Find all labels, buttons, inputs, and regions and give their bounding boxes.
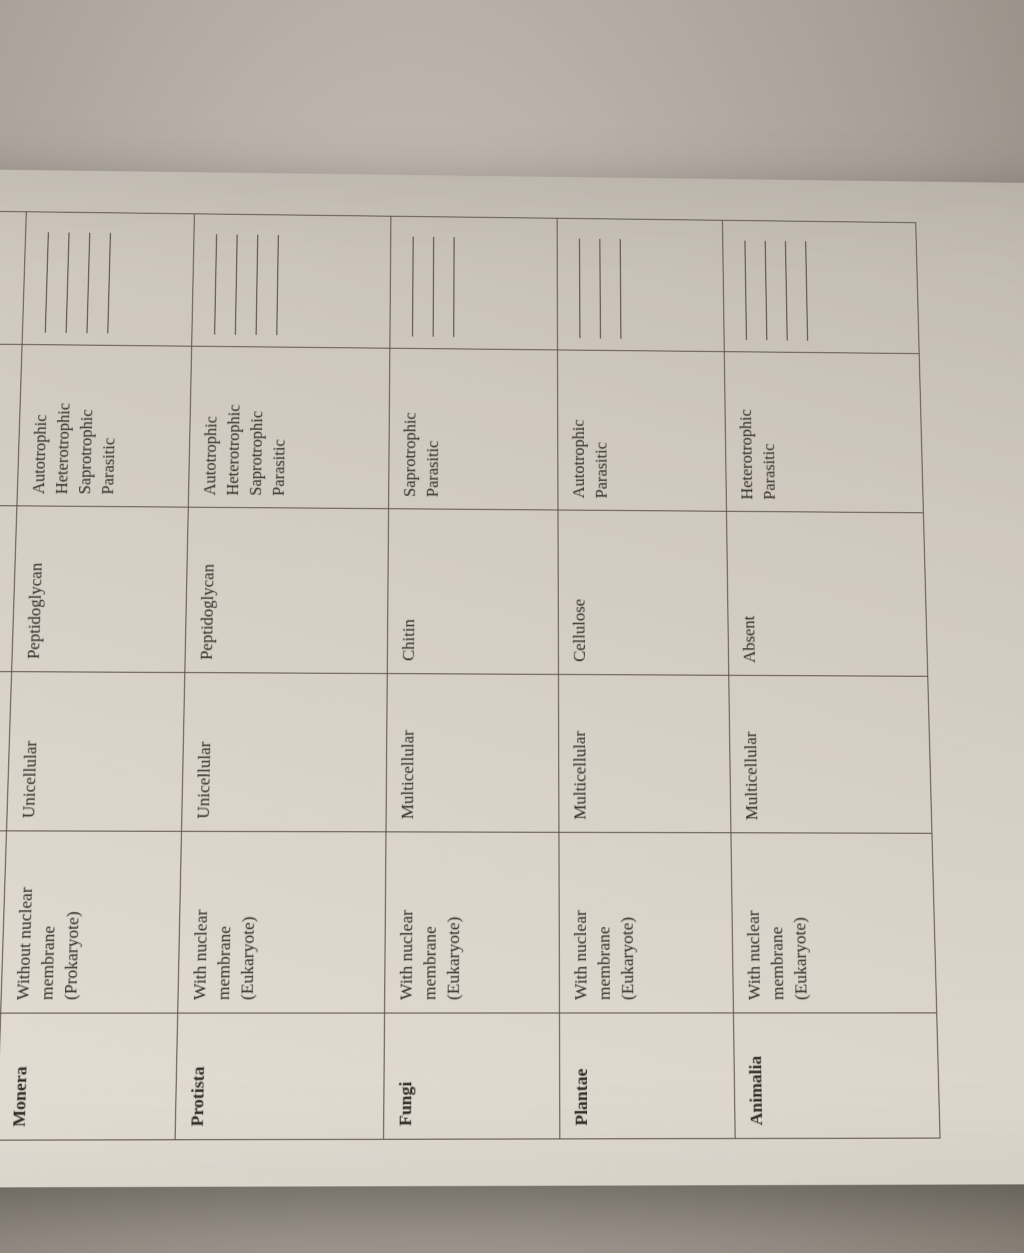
page: classify the living beings. Character Ph… [0,168,1024,1187]
table-row: Fungi With nuclear membrane (Eukaryote) … [383,216,559,1139]
blank-line [421,236,434,336]
cell-cell: Unicellular [6,671,184,831]
blank-line [244,234,258,334]
cell-examples [557,218,724,351]
cell-cell: Multicellular [558,674,730,833]
cell-cellwall: Absent [726,511,927,676]
table-row: Monera Without nuclear membrane (Prokary… [0,211,194,1139]
cell-cell: Unicellular [181,672,387,832]
classification-table: Character Phylum Nucleus Cell Cell wall … [0,210,940,1140]
cell-cellwall: Peptidoglycan [11,506,188,672]
blank-line [567,238,580,337]
blank-line [733,240,747,339]
cell-nutrition: Autotrophic Heterotrophic Saprotrophic P… [188,345,390,508]
cell-nucleus: With nuclear membrane (Eukaryote) [384,831,559,1012]
cell-nutrition: Saprotrophic Parasitic [388,347,557,509]
cell-cellwall: Cellulose [558,510,729,675]
blank-line [608,239,621,338]
cell-nucleus: Without nuclear membrane (Prokaryote) [1,830,182,1012]
cell-examples [390,216,558,349]
cell-nucleus: With nuclear membrane (Eukaryote) [731,832,937,1012]
cell-phylum: Plantae [559,1012,735,1138]
cell-nucleus: With nuclear membrane (Eukaryote) [178,831,386,1013]
blank-line [753,240,767,339]
blank-line [400,236,413,336]
cell-cellwall: Peptidoglycan [185,507,389,673]
table-row: Protista With nuclear membrane (Eukaryot… [175,213,391,1139]
cell-examples [192,213,391,347]
blank-line [773,241,787,340]
blank-line [54,232,70,332]
table-row: Plantae With nuclear membrane (Eukaryote… [557,218,735,1139]
cell-cellwall: Chitin [387,508,558,673]
cell-nucleus: With nuclear membrane (Eukaryote) [559,832,734,1013]
blank-line [74,232,90,332]
blank-line [95,233,111,333]
cell-cell: Multicellular [386,673,559,832]
cell-cell: Multicellular [729,675,932,833]
cell-phylum: Animalia [733,1012,940,1138]
table-row: Animalia With nuclear membrane (Eukaryot… [722,220,940,1138]
cell-examples [722,220,919,353]
cell-examples [22,211,194,345]
cell-nutrition: Autotrophic Parasitic [557,349,726,511]
blank-line [223,234,238,334]
cell-phylum: Fungi [383,1012,559,1138]
photo-scene: classify the living beings. Character Ph… [0,0,1024,1253]
blank-line [588,238,601,337]
cell-nutrition: Heterotrophic Parasitic [724,351,923,513]
cell-phylum: Protista [175,1013,384,1140]
blank-line [794,241,808,340]
table-body: Monera Without nuclear membrane (Prokary… [0,211,940,1139]
blank-line [202,234,217,334]
cell-phylum: Monera [0,1013,178,1140]
cell-nutrition: Autotrophic Heterotrophic Saprotrophic P… [17,344,192,507]
blank-line [264,235,278,335]
blank-line [33,232,49,332]
blank-line [441,237,454,337]
